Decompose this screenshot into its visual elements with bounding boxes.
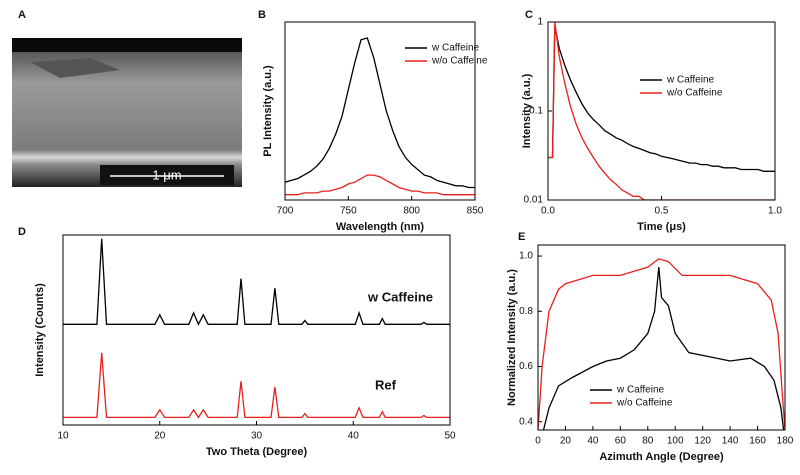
annotation: Ref <box>375 377 397 392</box>
x-tick-label: 30 <box>251 431 263 442</box>
x-tick-label: 0.0 <box>541 206 555 217</box>
plot-frame <box>537 244 786 431</box>
x-axis-label: Time (μs) <box>637 221 686 233</box>
x-tick-label: 80 <box>642 436 654 447</box>
x-tick-label: 10 <box>57 431 69 442</box>
series-line <box>538 258 785 430</box>
y-tick-label: 0.01 <box>524 195 544 206</box>
scale-label: 1 μm <box>152 167 181 182</box>
series-line <box>63 238 450 326</box>
x-tick-label: 40 <box>348 431 360 442</box>
plot-frame <box>547 21 776 201</box>
x-axis-label: Azimuth Angle (Degree) <box>599 451 724 463</box>
panel-letter: E <box>518 231 525 243</box>
x-tick-label: 20 <box>154 431 166 442</box>
legend-label: w/o Caffeine <box>616 398 673 409</box>
panel-letter: D <box>18 226 26 238</box>
x-tick-label: 700 <box>277 206 294 217</box>
x-tick-label: 0.5 <box>655 206 669 217</box>
y-tick-label: 0.8 <box>519 306 533 317</box>
plot-frame <box>284 21 476 201</box>
x-tick-label: 20 <box>560 436 572 447</box>
y-axis-label: PL Intensity (a.u.) <box>262 65 274 157</box>
x-axis-label: Two Theta (Degree) <box>206 446 308 458</box>
y-axis-label: Normalized Intensity (a.u.) <box>506 269 518 406</box>
legend-label: w Caffeine <box>616 385 665 396</box>
sem-top <box>12 38 242 52</box>
series-line <box>285 37 475 189</box>
x-tick-label: 60 <box>615 436 627 447</box>
series-line <box>63 352 450 419</box>
x-tick-label: 120 <box>694 436 711 447</box>
x-tick-label: 140 <box>722 436 739 447</box>
y-tick-label: 1 <box>537 17 543 28</box>
x-tick-label: 50 <box>444 431 456 442</box>
x-axis-label: Wavelength (nm) <box>336 221 425 233</box>
series-line <box>548 22 775 200</box>
sem-photo <box>12 38 242 187</box>
sem-image: 1 μm <box>12 38 242 187</box>
plot-frame <box>62 234 451 426</box>
y-tick-label: 0.4 <box>519 416 533 427</box>
x-tick-label: 100 <box>667 436 684 447</box>
x-tick-label: 1.0 <box>768 206 782 217</box>
legend-label: w Caffeine <box>431 43 480 54</box>
x-tick-label: 850 <box>467 206 484 217</box>
y-axis-label: Intensity (a.u.) <box>521 73 533 148</box>
x-tick-label: 160 <box>749 436 766 447</box>
x-tick-label: 0 <box>535 436 541 447</box>
panel-letter: C <box>525 9 533 21</box>
x-tick-label: 750 <box>340 206 357 217</box>
x-tick-label: 40 <box>587 436 599 447</box>
scale-box <box>100 165 234 185</box>
legend-label: w Caffeine <box>666 75 715 86</box>
x-tick-label: 800 <box>403 206 420 217</box>
sem-feature <box>30 58 120 78</box>
x-tick-label: 180 <box>777 436 794 447</box>
legend-label: w/o Caffeine <box>431 56 488 67</box>
y-tick-label: 0.6 <box>519 361 533 372</box>
series-line <box>285 174 475 196</box>
annotation: w Caffeine <box>367 289 433 304</box>
legend-label: w/o Caffeine <box>666 88 723 99</box>
panel-letter: B <box>258 9 266 21</box>
series-line <box>548 25 775 172</box>
series-line <box>542 267 785 430</box>
y-axis-label: Intensity (Counts) <box>34 283 46 377</box>
panel-letter: A <box>18 9 26 21</box>
y-tick-label: 1.0 <box>519 251 533 262</box>
y-tick-label: 0.1 <box>529 106 543 117</box>
